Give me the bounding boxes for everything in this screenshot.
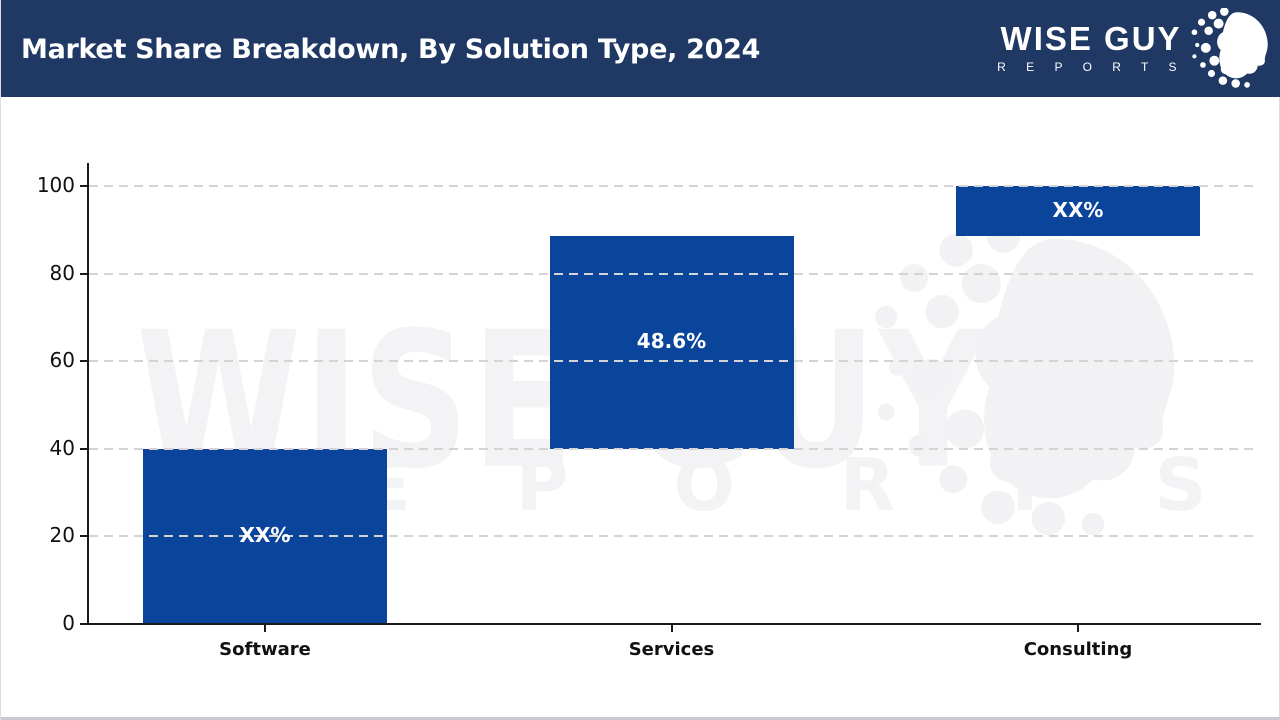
gridline-80 <box>89 272 1259 275</box>
bottom-border <box>1 717 1280 720</box>
y-tick-mark-20 <box>80 535 87 537</box>
category-label-consulting: Consulting <box>1023 639 1133 660</box>
y-tick-mark-40 <box>80 447 87 450</box>
x-tick-mark-consulting <box>1077 625 1079 632</box>
bar-value-label-software: XX% <box>239 523 291 547</box>
category-label-software: Software <box>219 639 311 660</box>
logo-wordmark: WISE GUY <box>1000 20 1182 57</box>
y-tick-mark-0 <box>80 622 87 625</box>
bar-value-label-services: 48.6% <box>636 329 707 354</box>
y-axis-line <box>87 163 89 625</box>
y-tick-label-80: 80 <box>49 260 75 285</box>
y-tick-label-20: 20 <box>49 523 75 547</box>
bar-value-label-consulting: XX% <box>1052 197 1104 222</box>
gridline-40 <box>89 447 1259 450</box>
watermark-head-icon <box>874 222 1175 536</box>
x-axis-line <box>87 623 1261 625</box>
y-tick-label-0: 0 <box>62 610 75 635</box>
y-tick-label-40: 40 <box>49 435 75 460</box>
y-tick-mark-100 <box>80 185 87 187</box>
bar-services[interactable] <box>549 235 794 449</box>
logo-subtitle: R E P O R T S <box>997 60 1185 74</box>
x-tick-mark-services <box>670 625 673 632</box>
y-tick-mark-80 <box>80 272 87 275</box>
header-bar: Market Share Breakdown, By Solution Type… <box>1 0 1280 97</box>
x-tick-mark-software <box>264 625 266 632</box>
gridline-100 <box>89 185 1259 187</box>
gridline-20 <box>89 535 1259 537</box>
category-label-services: Services <box>628 639 715 660</box>
wiseguy-logo: WISE GUY R E P O R T S <box>997 4 1273 94</box>
y-tick-label-60: 60 <box>49 348 75 372</box>
y-tick-mark-60 <box>80 360 87 362</box>
y-tick-label-100: 100 <box>36 173 75 197</box>
wiseguy-head-icon <box>1191 8 1268 88</box>
chart-title: Market Share Breakdown, By Solution Type… <box>21 34 761 65</box>
bar-consulting[interactable] <box>956 186 1200 236</box>
gridline-60 <box>89 360 1259 362</box>
logo-text: WISE GUY R E P O R T S <box>997 20 1185 74</box>
